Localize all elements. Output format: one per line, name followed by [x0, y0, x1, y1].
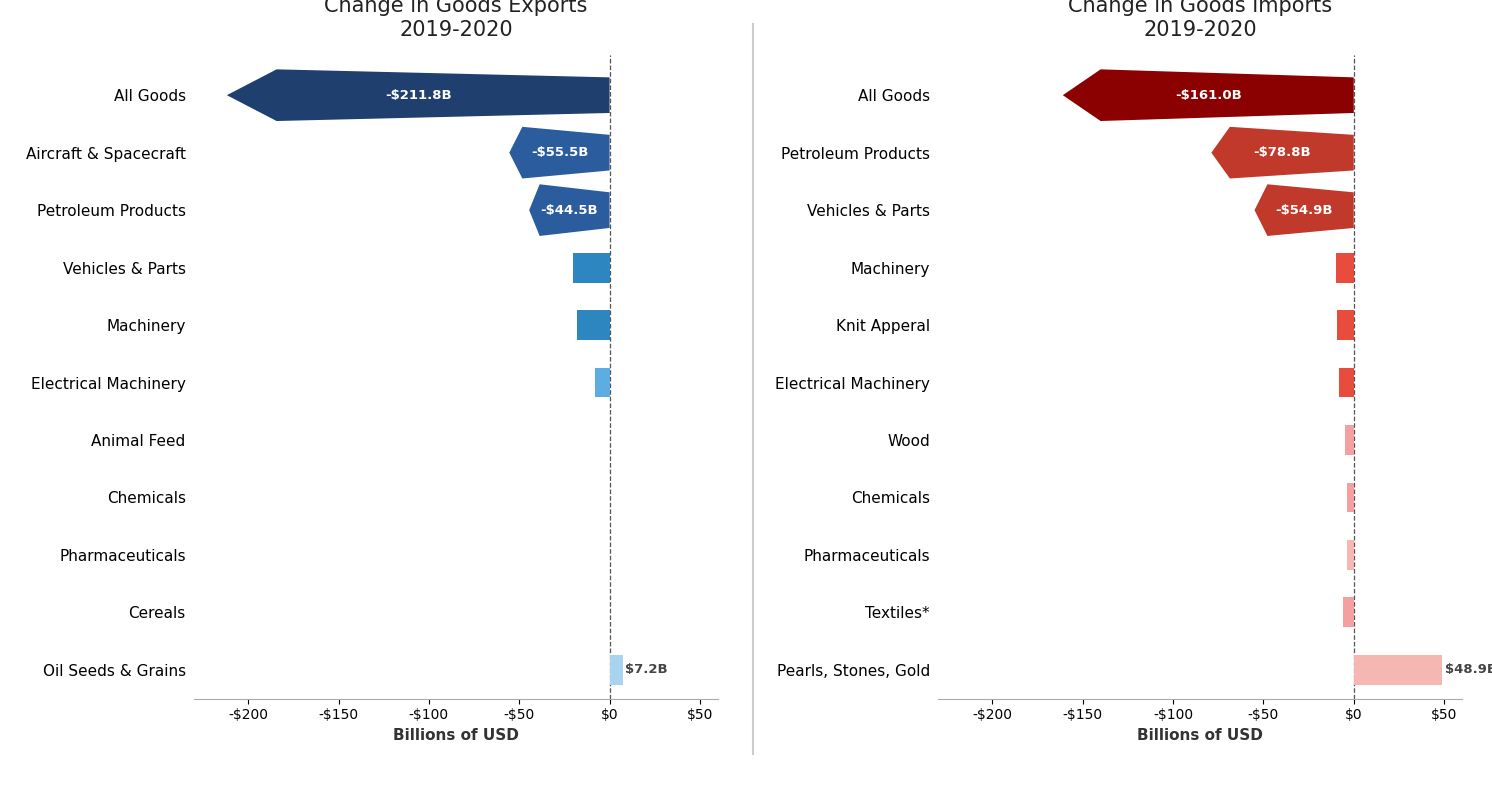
Polygon shape: [1062, 69, 1353, 121]
Text: -$55.5B: -$55.5B: [531, 146, 588, 159]
X-axis label: Billions of USD: Billions of USD: [392, 728, 519, 743]
Text: -$78.8B: -$78.8B: [1253, 146, 1311, 159]
Text: -$44.5B: -$44.5B: [540, 203, 598, 217]
Polygon shape: [509, 127, 610, 178]
Bar: [1340, 367, 1353, 397]
Title: Change in Goods Imports
2019-2020: Change in Goods Imports 2019-2020: [1068, 0, 1332, 39]
Bar: [1343, 597, 1353, 627]
X-axis label: Billions of USD: Billions of USD: [1137, 728, 1264, 743]
Bar: [1347, 540, 1353, 570]
Bar: [1346, 483, 1353, 513]
Text: -$54.9B: -$54.9B: [1276, 203, 1332, 217]
Polygon shape: [1255, 184, 1353, 236]
Bar: [577, 310, 610, 340]
Text: $48.9B: $48.9B: [1444, 663, 1492, 677]
Text: -$161.0B: -$161.0B: [1174, 89, 1241, 102]
Bar: [1335, 253, 1353, 283]
Text: $7.2B: $7.2B: [625, 663, 668, 677]
Bar: [1337, 310, 1353, 340]
Bar: [595, 367, 610, 397]
Text: -$211.8B: -$211.8B: [385, 89, 452, 102]
Polygon shape: [1212, 127, 1353, 178]
Polygon shape: [530, 184, 610, 236]
Bar: [573, 253, 610, 283]
Bar: [1353, 655, 1443, 685]
Polygon shape: [227, 69, 610, 121]
Title: Change in Goods Exports
2019-2020: Change in Goods Exports 2019-2020: [324, 0, 588, 39]
Bar: [610, 655, 622, 685]
Bar: [1344, 425, 1353, 455]
